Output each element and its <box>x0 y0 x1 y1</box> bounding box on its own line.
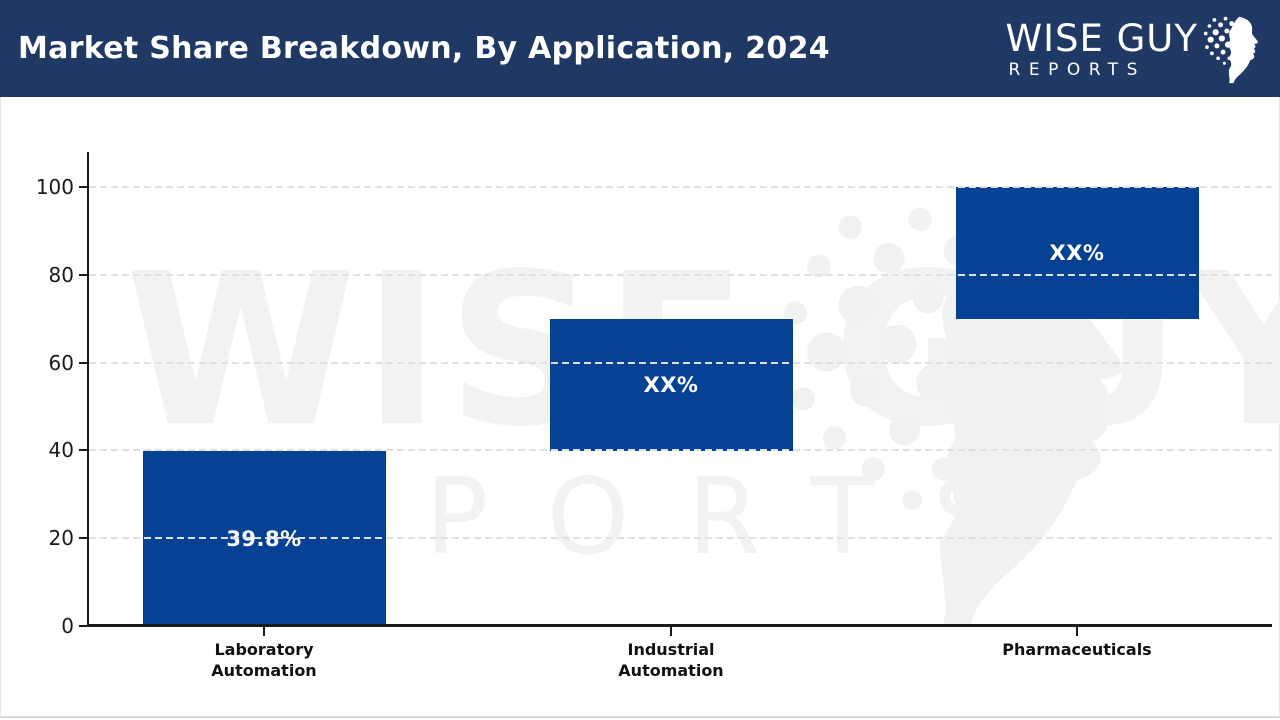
ytick-label-100: 100 <box>35 175 74 199</box>
ytick-label-0: 0 <box>61 614 74 638</box>
x-axis-spine <box>87 624 1272 627</box>
ytick-label-40: 40 <box>48 438 74 463</box>
header: Market Share Breakdown, By Application, … <box>0 0 1280 97</box>
xlabel-industrial-automation: Industrial Automation <box>618 640 724 680</box>
xtick-mark-pharmaceuticals <box>1076 627 1078 636</box>
gridline-60 <box>89 361 1272 364</box>
gridline-80 <box>89 273 1272 276</box>
xtick-mark-laboratory-automation <box>263 627 265 636</box>
ytick-mark-80 <box>79 273 88 276</box>
bar-industrial-automation: XX% <box>549 319 793 452</box>
gridline-100 <box>89 186 1272 188</box>
bar-pharmaceuticals: XX% <box>955 187 1199 320</box>
bottom-border <box>0 716 1280 718</box>
ytick-mark-100 <box>79 186 88 188</box>
gridline-20 <box>89 537 1272 540</box>
xlabel-laboratory-automation: Laboratory Automation <box>211 640 317 680</box>
gridline-40 <box>89 449 1272 452</box>
ytick-mark-20 <box>79 537 88 540</box>
logo-subtext: REPORTS <box>1008 59 1146 80</box>
ytick-mark-40 <box>79 449 88 452</box>
bar-value-label: XX% <box>643 373 699 398</box>
wiseguy-logo: WISE GUY REPORTS <box>1006 8 1264 90</box>
bar-value-label: XX% <box>1049 241 1105 266</box>
left-border <box>0 97 1 718</box>
y-axis-spine <box>87 152 89 627</box>
xtick-mark-industrial-automation <box>670 627 672 636</box>
logo-text: WISE GUY REPORTS <box>1005 17 1198 80</box>
ytick-label-60: 60 <box>48 350 74 375</box>
ytick-label-80: 80 <box>48 262 74 287</box>
logo-wordmark: WISE GUY <box>1005 17 1198 61</box>
ytick-mark-0 <box>79 625 88 627</box>
ytick-mark-60 <box>79 361 88 364</box>
chart-title: Market Share Breakdown, By Application, … <box>18 31 830 66</box>
logo-face-icon <box>1202 11 1264 87</box>
xlabel-pharmaceuticals: Pharmaceuticals <box>1002 640 1152 659</box>
ytick-label-20: 20 <box>48 526 74 551</box>
